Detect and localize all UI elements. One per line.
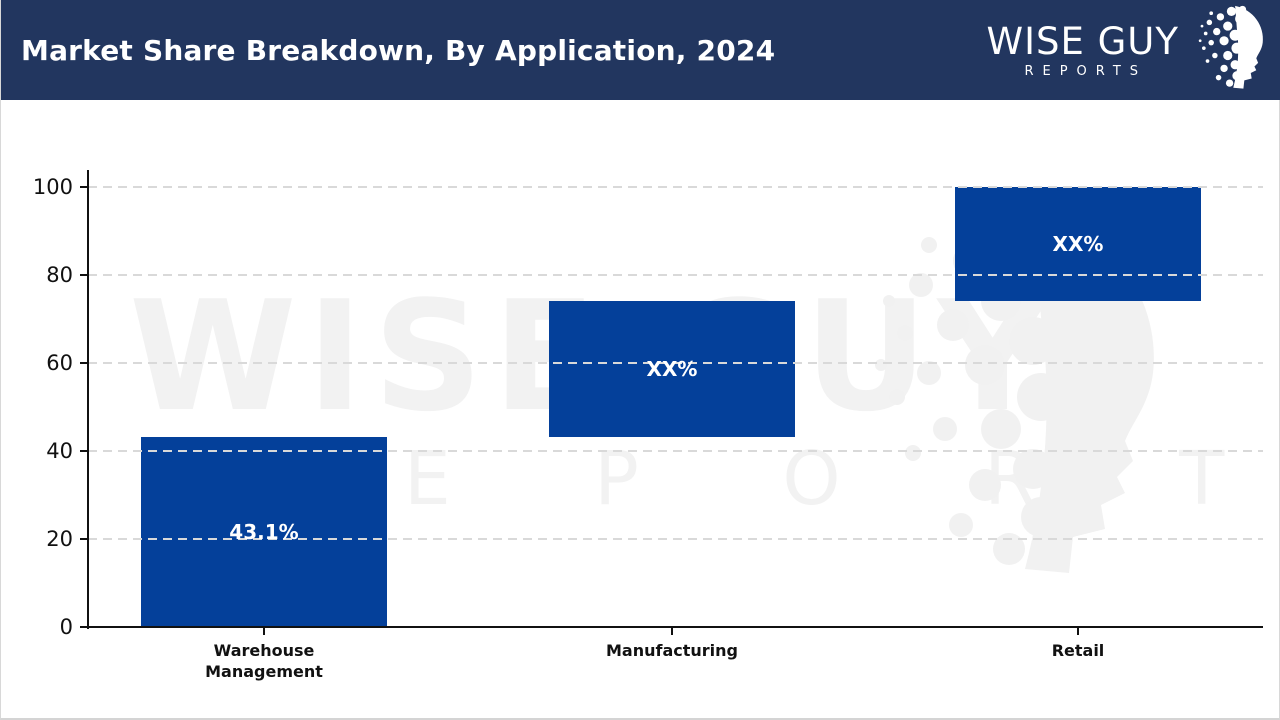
y-tick-label-0: 0 <box>59 615 73 639</box>
bar-segment-1 <box>141 437 387 627</box>
logo-subtext: REPORTS <box>1024 63 1148 79</box>
gridline-60 <box>88 362 1263 364</box>
x-category-label-1: Warehouse Management <box>205 641 323 681</box>
header-bar: Market Share Breakdown, By Application, … <box>1 0 1280 100</box>
x-tick-3 <box>1077 627 1079 635</box>
gridline-20 <box>88 538 1263 540</box>
bar-value-label-2: XX% <box>646 357 698 382</box>
y-axis-line <box>87 170 89 629</box>
gridline-80 <box>88 274 1263 276</box>
y-tick-100 <box>80 186 88 188</box>
wise-guy-reports-logo: WISE GUY REPORTS <box>987 4 1267 96</box>
bar-value-label-1: 43.1% <box>229 520 299 545</box>
y-tick-label-80: 80 <box>46 263 73 287</box>
y-tick-label-40: 40 <box>46 439 73 463</box>
y-tick-0 <box>80 626 88 628</box>
logo-wordmark: WISE GUY <box>986 19 1179 63</box>
bar-segment-3 <box>955 187 1201 302</box>
logo-text: WISE GUY REPORTS <box>986 19 1179 79</box>
y-tick-80 <box>80 274 88 276</box>
x-axis-line <box>87 626 1263 628</box>
gridline-40 <box>88 450 1263 452</box>
plot-area: 0 20 40 60 80 100 43.1% XX% XX% Warehouse Managem… <box>1 100 1280 720</box>
bar-segment-2 <box>549 301 795 438</box>
y-tick-20 <box>80 538 88 540</box>
bar-value-label-3: XX% <box>1052 232 1104 257</box>
gridline-100 <box>88 186 1263 188</box>
y-tick-label-20: 20 <box>46 527 73 551</box>
y-tick-60 <box>80 362 88 364</box>
y-tick-40 <box>80 450 88 452</box>
logo-head-icon <box>1198 5 1263 89</box>
y-tick-label-60: 60 <box>46 351 73 375</box>
y-tick-label-100: 100 <box>32 175 73 199</box>
page-title: Market Share Breakdown, By Application, … <box>21 33 776 67</box>
x-category-label-2: Manufacturing <box>606 641 738 660</box>
x-category-label-3: Retail <box>1051 641 1105 660</box>
x-tick-2 <box>671 627 673 635</box>
x-tick-1 <box>263 627 265 635</box>
